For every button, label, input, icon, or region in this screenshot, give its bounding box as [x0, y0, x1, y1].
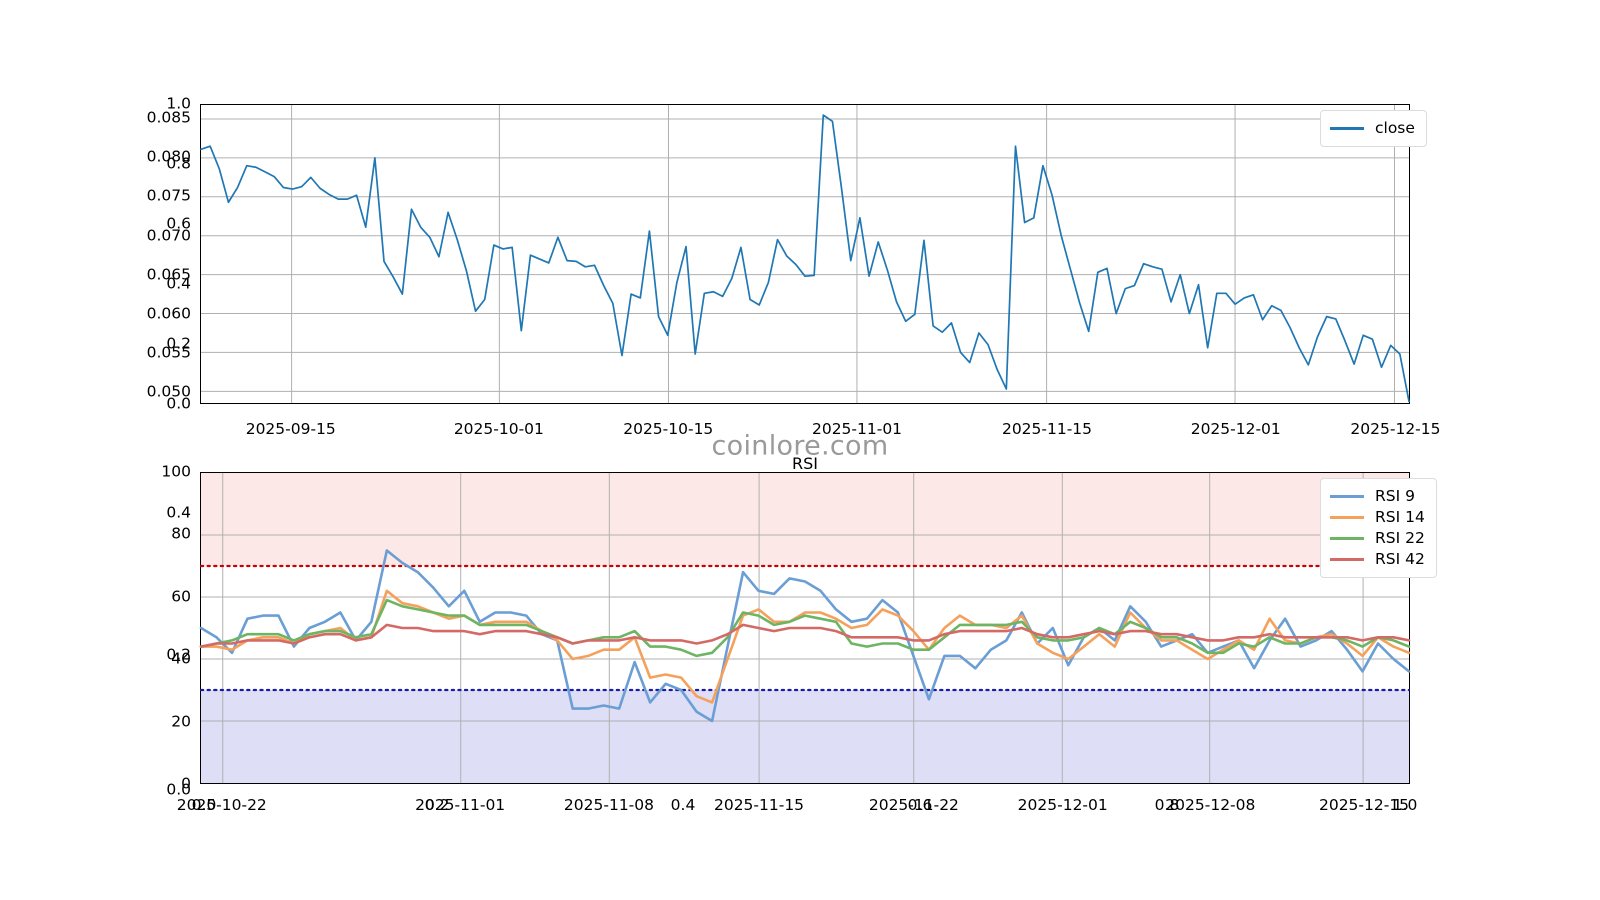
- price-ytick-7: 0.085: [146, 108, 191, 127]
- rsi-ytick-secondary-2: 0.4: [166, 503, 191, 522]
- rsi-ytick-0: 0: [181, 774, 191, 793]
- rsi-ytick-3: 60: [171, 587, 191, 606]
- rsi-legend-swatch-icon-1: [1330, 516, 1364, 519]
- price-ytick-3: 0.065: [146, 265, 191, 283]
- rsi-chart-panel: [200, 472, 1410, 784]
- price-plot-frame: [200, 104, 1410, 404]
- rsi-legend-item-2[interactable]: RSI 22: [1330, 528, 1425, 549]
- price-ytick-secondary-2: 0.4: [166, 274, 191, 293]
- rsi-subplot-title: RSI: [792, 454, 818, 473]
- price-legend-item-0[interactable]: close: [1330, 118, 1415, 139]
- rsi-xtick-secondary-5: 1.0: [1392, 796, 1418, 814]
- rsi-xtick-1: 2025-11-01: [415, 796, 506, 814]
- price-ytick-1: 0.055: [146, 343, 191, 362]
- rsi-legend-item-3[interactable]: RSI 42: [1330, 549, 1425, 570]
- rsi-xtick-7: 2025-12-15: [1318, 796, 1410, 814]
- price-xtick-1: 2025-10-01: [453, 420, 544, 438]
- rsi-ytick-secondary-1: 0.2: [166, 645, 191, 664]
- price-xtick-6: 2025-12-15: [1350, 420, 1441, 438]
- rsi-ytick-1: 20: [171, 711, 191, 730]
- price-ytick-6: 0.080: [146, 147, 191, 166]
- rsi-legend-swatch-icon-3: [1330, 558, 1364, 561]
- rsi-ytick-5: 100: [161, 462, 191, 481]
- rsi-plot-frame: [200, 472, 1410, 784]
- rsi-legend-swatch-icon-0: [1330, 495, 1364, 498]
- price-chart-panel: [200, 104, 1410, 404]
- rsi-xtick-6: 2025-12-08: [1165, 796, 1256, 814]
- rsi-xtick-3: 2025-11-15: [713, 796, 805, 814]
- price-xtick-0: 2025-09-15: [245, 420, 336, 438]
- rsi-xtick-4: 2025-11-22: [868, 796, 959, 814]
- rsi-xtick-secondary-3: 0.6: [907, 796, 933, 814]
- price-xtick-2: 2025-10-15: [623, 420, 714, 438]
- rsi-legend-label-2: RSI 22: [1375, 528, 1425, 547]
- price-ytick-secondary-5: 1.0: [166, 94, 191, 113]
- rsi-legend-item-0[interactable]: RSI 9: [1330, 486, 1425, 507]
- price-legend[interactable]: close: [1320, 110, 1427, 147]
- price-xtick-5: 2025-12-01: [1190, 420, 1281, 438]
- rsi-ytick-2: 40: [171, 649, 191, 668]
- rsi-xtick-secondary-0: 0.0: [191, 796, 217, 814]
- rsi-xtick-secondary-2: 0.4: [670, 796, 696, 814]
- rsi-ytick-4: 80: [171, 524, 191, 543]
- rsi-legend-item-1[interactable]: RSI 14: [1330, 507, 1425, 528]
- price-legend-swatch-icon-0: [1330, 127, 1364, 130]
- price-ytick-secondary-3: 0.6: [166, 214, 191, 233]
- price-ytick-4: 0.070: [146, 225, 191, 244]
- coinlore-watermark: coinlore.com: [711, 430, 889, 462]
- price-legend-label-0: close: [1375, 118, 1415, 137]
- rsi-legend-label-1: RSI 14: [1375, 507, 1425, 526]
- rsi-xtick-secondary-1: 0.2: [424, 796, 450, 814]
- price-xtick-3: 2025-11-01: [811, 420, 903, 438]
- price-ytick-2: 0.060: [146, 304, 191, 323]
- rsi-xtick-secondary-4: 0.8: [1154, 796, 1180, 814]
- rsi-xtick-0: 2025-10-22: [176, 796, 267, 814]
- rsi-legend-label-3: RSI 42: [1375, 549, 1425, 568]
- rsi-xtick-5: 2025-12-01: [1017, 796, 1108, 814]
- rsi-xtick-2: 2025-11-08: [563, 796, 655, 814]
- price-plot-svg: [201, 105, 1409, 403]
- price-ytick-5: 0.075: [146, 186, 191, 205]
- price-xtick-4: 2025-11-15: [1001, 420, 1093, 438]
- price-ytick-secondary-0: 0.0: [166, 394, 191, 413]
- rsi-legend-label-0: RSI 9: [1375, 486, 1415, 505]
- rsi-plot-svg: [201, 473, 1409, 783]
- rsi-ytick-secondary-0: 0.0: [166, 780, 191, 799]
- rsi-legend-swatch-icon-2: [1330, 537, 1364, 540]
- price-ytick-0: 0.050: [146, 382, 191, 401]
- price-ytick-secondary-1: 0.2: [166, 334, 191, 353]
- price-ytick-secondary-4: 0.8: [166, 154, 191, 173]
- rsi-legend[interactable]: RSI 9 RSI 14 RSI 22 RSI 42: [1320, 478, 1437, 578]
